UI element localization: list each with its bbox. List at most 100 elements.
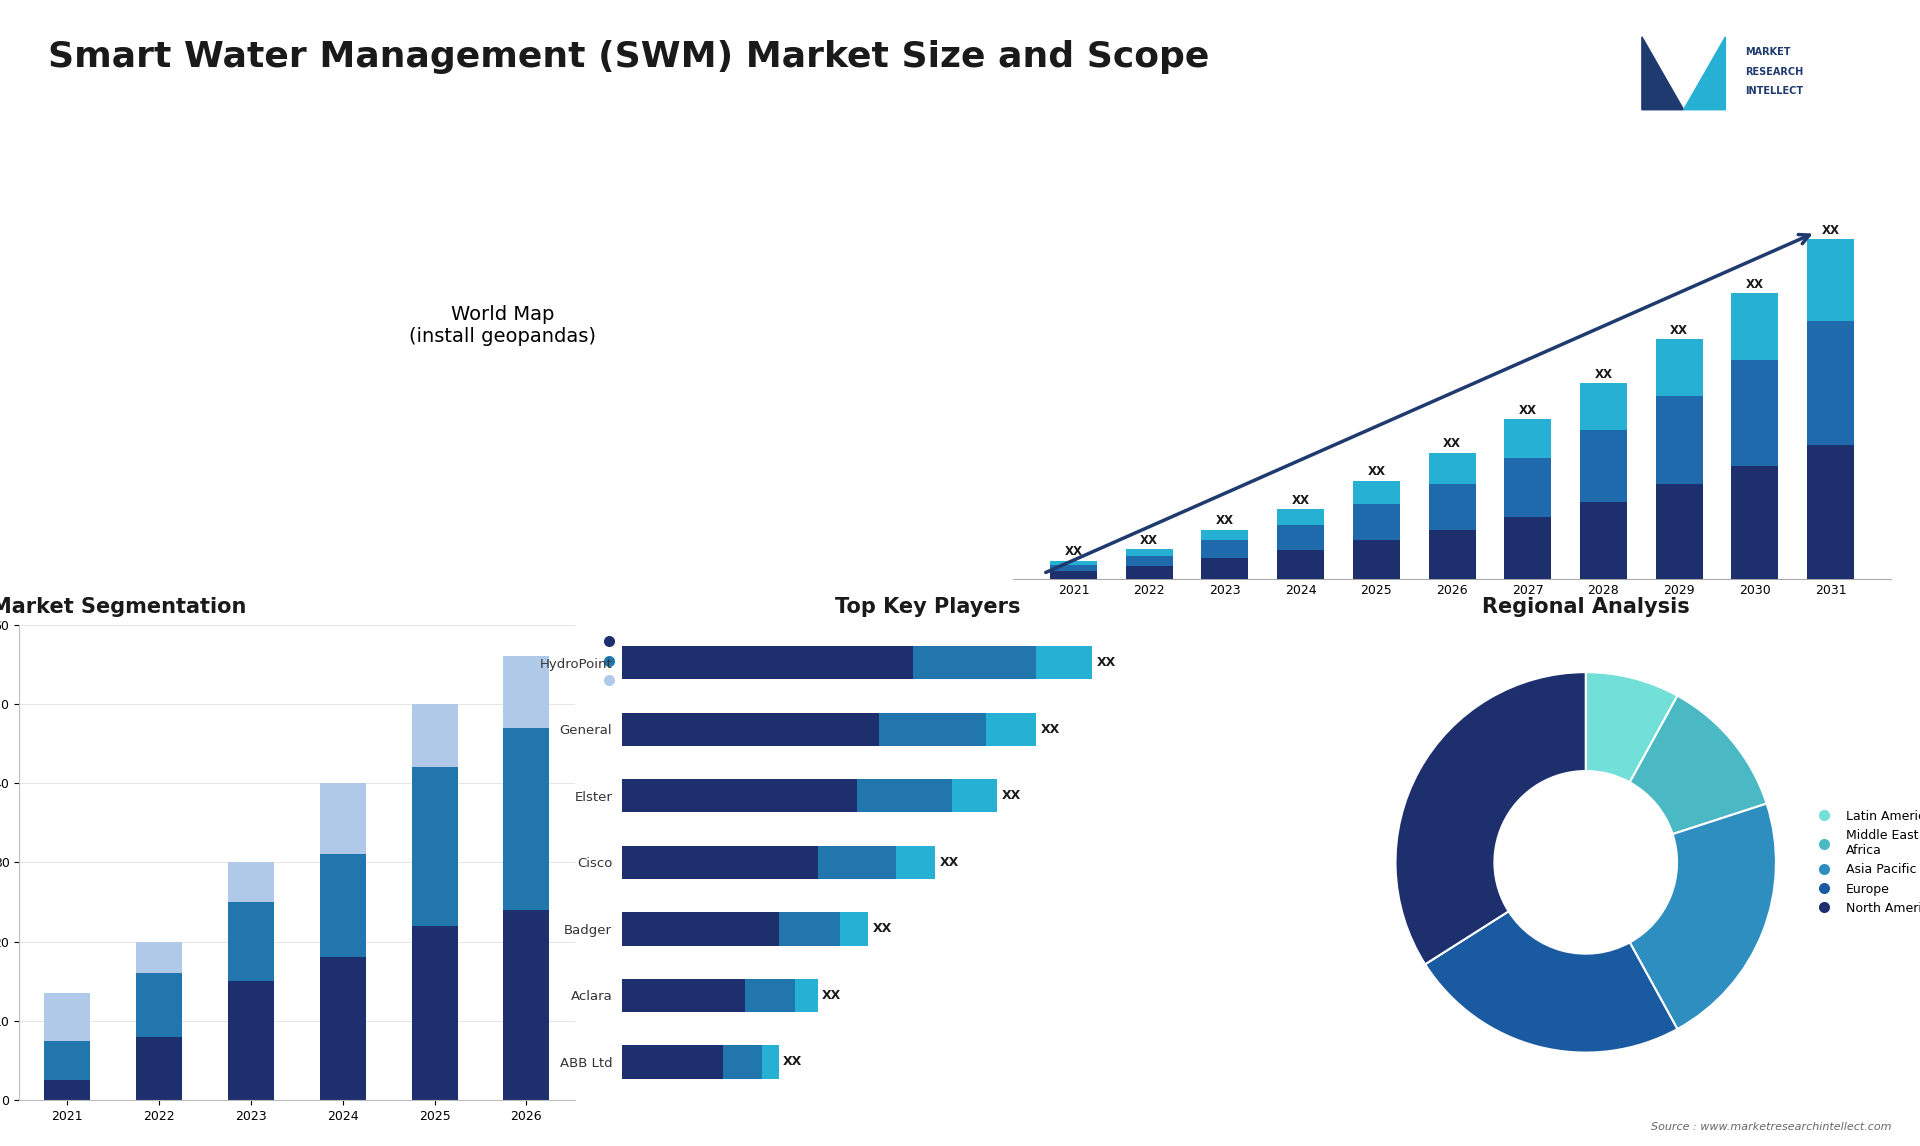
Bar xyxy=(1354,481,1400,504)
Circle shape xyxy=(1494,771,1676,953)
Bar xyxy=(411,926,457,1100)
Text: XX: XX xyxy=(939,856,958,869)
Wedge shape xyxy=(1396,672,1586,964)
Bar xyxy=(1277,525,1325,550)
Bar xyxy=(1277,509,1325,525)
Text: MARKET: MARKET xyxy=(1745,47,1789,57)
Bar xyxy=(985,713,1037,746)
Bar xyxy=(321,855,365,958)
Bar xyxy=(321,958,365,1100)
Bar xyxy=(228,981,275,1100)
Bar xyxy=(818,846,897,879)
Text: XX: XX xyxy=(1594,368,1613,380)
Bar xyxy=(136,973,182,1037)
Bar xyxy=(1655,484,1703,579)
Bar xyxy=(1037,646,1092,680)
Bar xyxy=(1655,339,1703,397)
Bar xyxy=(1428,529,1476,579)
Text: XX: XX xyxy=(822,989,841,1002)
Text: RESEARCH: RESEARCH xyxy=(1745,66,1803,77)
Bar xyxy=(1125,566,1173,579)
Legend: Type, Application, Geography: Type, Application, Geography xyxy=(591,630,703,692)
Bar xyxy=(879,713,985,746)
Bar xyxy=(503,910,549,1100)
Bar xyxy=(1807,240,1855,322)
Bar xyxy=(1655,397,1703,484)
Bar xyxy=(411,768,457,926)
Bar xyxy=(503,728,549,910)
Bar xyxy=(912,646,1037,680)
Text: XX: XX xyxy=(1000,790,1021,802)
Bar xyxy=(622,1045,722,1078)
Text: XX: XX xyxy=(1140,534,1158,547)
Bar xyxy=(1503,458,1551,517)
Bar xyxy=(1202,529,1248,540)
Bar xyxy=(1503,517,1551,579)
Bar xyxy=(411,704,457,768)
Bar xyxy=(228,862,275,902)
Legend: Latin America, Middle East &
Africa, Asia Pacific, Europe, North America: Latin America, Middle East & Africa, Asi… xyxy=(1807,804,1920,920)
Polygon shape xyxy=(1642,37,1684,110)
Text: Source : www.marketresearchintellect.com: Source : www.marketresearchintellect.com xyxy=(1651,1122,1891,1132)
Bar xyxy=(795,979,818,1012)
Bar xyxy=(1732,465,1778,579)
Bar xyxy=(1125,549,1173,556)
Bar xyxy=(1202,558,1248,579)
Text: XX: XX xyxy=(1292,494,1309,507)
Bar xyxy=(321,783,365,855)
Bar xyxy=(856,779,952,813)
Bar xyxy=(1732,360,1778,465)
Wedge shape xyxy=(1586,672,1678,783)
Title: Regional Analysis: Regional Analysis xyxy=(1482,597,1690,618)
Wedge shape xyxy=(1425,911,1678,1052)
Bar xyxy=(1050,571,1096,579)
Text: XX: XX xyxy=(1444,437,1461,450)
Bar xyxy=(952,779,996,813)
Text: Market Segmentation: Market Segmentation xyxy=(0,597,248,618)
Text: XX: XX xyxy=(1041,723,1060,736)
Text: XX: XX xyxy=(1519,403,1536,417)
Text: World Map
(install geopandas): World Map (install geopandas) xyxy=(409,305,595,346)
Text: INTELLECT: INTELLECT xyxy=(1745,86,1803,96)
Bar xyxy=(1202,540,1248,558)
Wedge shape xyxy=(1630,696,1766,834)
Bar xyxy=(1050,560,1096,565)
Title: Top Key Players: Top Key Players xyxy=(835,597,1020,618)
Text: Smart Water Management (SWM) Market Size and Scope: Smart Water Management (SWM) Market Size… xyxy=(48,40,1210,74)
Text: XX: XX xyxy=(1745,277,1764,291)
Wedge shape xyxy=(1630,803,1776,1029)
Bar xyxy=(622,912,780,945)
Bar xyxy=(1428,453,1476,484)
Bar xyxy=(622,846,818,879)
Text: XX: XX xyxy=(1367,465,1386,478)
Bar xyxy=(44,994,90,1041)
Bar xyxy=(228,902,275,981)
Bar xyxy=(622,646,912,680)
Text: XX: XX xyxy=(1215,515,1235,527)
Bar xyxy=(1732,293,1778,360)
Bar xyxy=(622,979,745,1012)
Bar xyxy=(1503,419,1551,458)
Bar xyxy=(136,1037,182,1100)
Bar xyxy=(897,846,935,879)
Bar xyxy=(503,657,549,728)
Bar xyxy=(762,1045,780,1078)
Bar xyxy=(1428,484,1476,529)
Bar xyxy=(1807,322,1855,445)
Bar xyxy=(1580,430,1626,502)
Bar xyxy=(622,779,856,813)
Text: XX: XX xyxy=(1822,223,1839,236)
Text: XX: XX xyxy=(1064,545,1083,558)
Bar xyxy=(780,912,841,945)
FancyBboxPatch shape xyxy=(1617,15,1907,128)
Bar xyxy=(1580,383,1626,430)
Bar xyxy=(1580,502,1626,579)
Bar xyxy=(1354,540,1400,579)
Bar xyxy=(745,979,795,1012)
Polygon shape xyxy=(1684,37,1726,110)
Text: XX: XX xyxy=(1096,657,1116,669)
Bar xyxy=(44,1041,90,1081)
Bar xyxy=(44,1081,90,1100)
Text: XX: XX xyxy=(783,1055,803,1068)
Bar xyxy=(622,713,879,746)
